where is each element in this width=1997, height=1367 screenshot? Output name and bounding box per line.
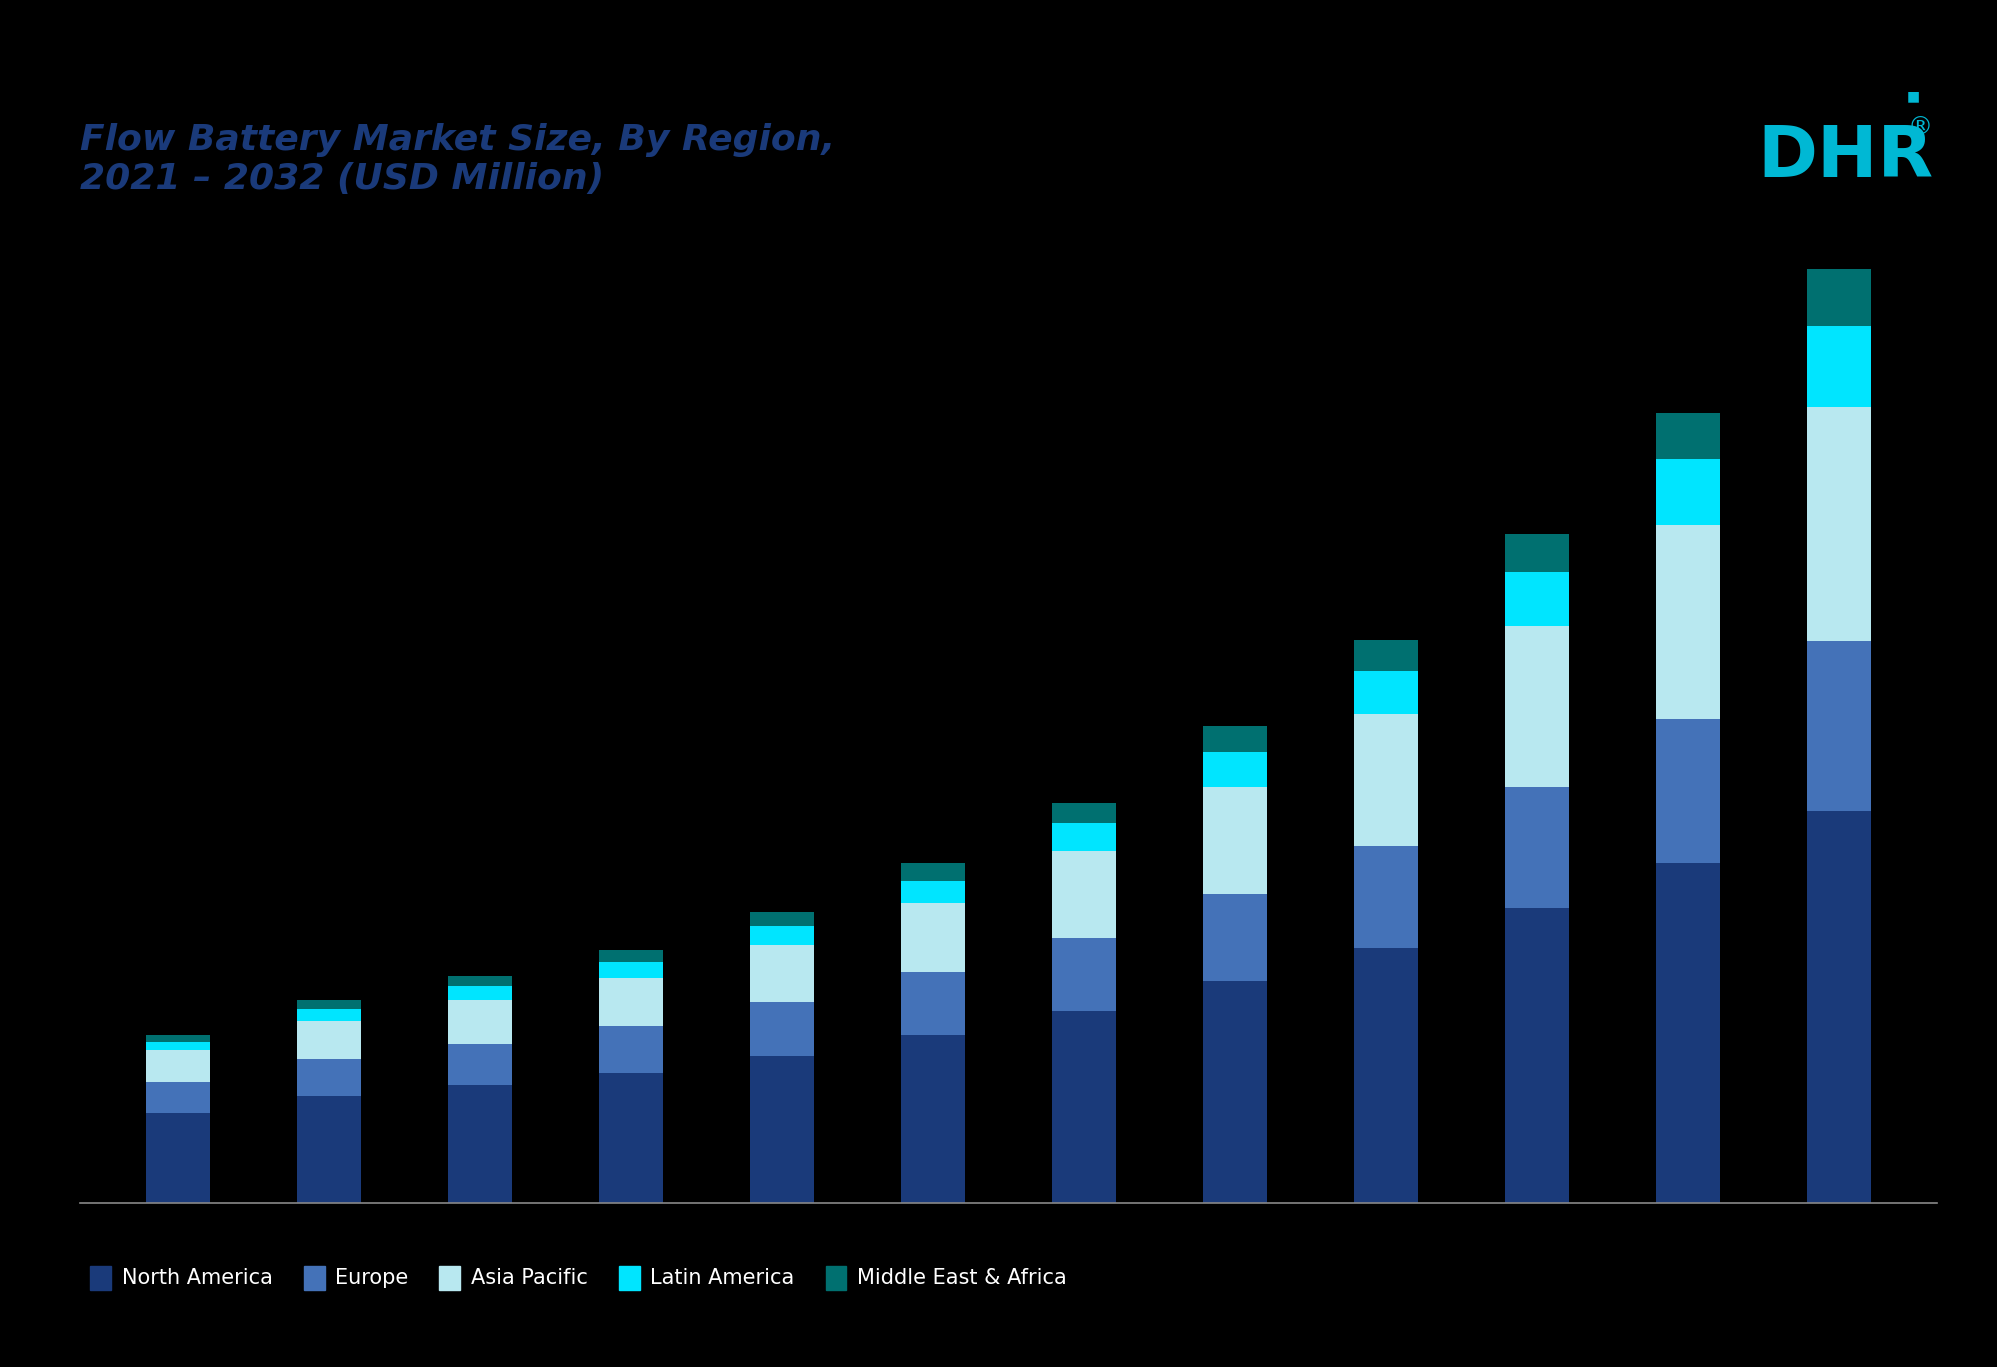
Bar — [146, 1113, 210, 1203]
Bar — [901, 880, 965, 904]
Bar — [298, 1001, 361, 1009]
Bar — [1656, 413, 1719, 459]
Bar — [1506, 908, 1570, 1203]
Bar — [1204, 726, 1266, 752]
Bar — [1656, 459, 1719, 525]
Bar — [146, 1035, 210, 1042]
Bar — [447, 1043, 511, 1085]
Bar — [447, 987, 511, 1001]
Bar — [1506, 534, 1570, 571]
Bar — [298, 1059, 361, 1095]
Bar — [1052, 1010, 1116, 1203]
Bar — [901, 1035, 965, 1203]
Text: ■: ■ — [1907, 89, 1921, 103]
Bar — [447, 1085, 511, 1203]
Bar — [901, 972, 965, 1035]
Text: DHR: DHR — [1757, 123, 1933, 191]
Legend: North America, Europe, Asia Pacific, Latin America, Middle East & Africa: North America, Europe, Asia Pacific, Lat… — [90, 1266, 1066, 1289]
Bar — [901, 864, 965, 880]
Bar — [599, 977, 663, 1027]
Bar — [298, 1009, 361, 1021]
Bar — [1354, 671, 1418, 714]
Bar — [1807, 641, 1871, 811]
Bar — [599, 1073, 663, 1203]
Bar — [1052, 938, 1116, 1010]
Bar — [146, 1081, 210, 1113]
Bar — [1506, 626, 1570, 787]
Bar — [1204, 787, 1266, 894]
Bar — [1354, 949, 1418, 1203]
Bar — [599, 962, 663, 977]
Bar — [1354, 846, 1418, 949]
Bar — [447, 976, 511, 987]
Bar — [298, 1095, 361, 1203]
Bar — [901, 904, 965, 972]
Bar — [1807, 269, 1871, 325]
Bar — [1807, 811, 1871, 1203]
Bar — [1807, 407, 1871, 641]
Bar — [146, 1050, 210, 1081]
Bar — [447, 1001, 511, 1043]
Bar — [1204, 894, 1266, 982]
Bar — [1656, 864, 1719, 1203]
Bar — [146, 1042, 210, 1050]
Bar — [751, 1002, 813, 1055]
Bar — [1052, 823, 1116, 852]
Bar — [1052, 852, 1116, 938]
Bar — [599, 950, 663, 962]
Bar — [1656, 719, 1719, 864]
Bar — [1506, 787, 1570, 908]
Bar — [751, 925, 813, 945]
Bar — [1204, 982, 1266, 1203]
Bar — [751, 1055, 813, 1203]
Bar — [1354, 714, 1418, 846]
Bar — [1506, 571, 1570, 626]
Bar — [751, 945, 813, 1002]
Bar — [1807, 325, 1871, 407]
Bar — [1204, 752, 1266, 787]
Text: Flow Battery Market Size, By Region,
2021 – 2032 (USD Million): Flow Battery Market Size, By Region, 202… — [80, 123, 835, 197]
Bar — [298, 1021, 361, 1059]
Bar — [1354, 640, 1418, 671]
Bar — [751, 912, 813, 925]
Bar — [1656, 525, 1719, 719]
Bar — [1052, 802, 1116, 823]
Text: ®: ® — [1907, 116, 1933, 141]
Bar — [599, 1027, 663, 1073]
